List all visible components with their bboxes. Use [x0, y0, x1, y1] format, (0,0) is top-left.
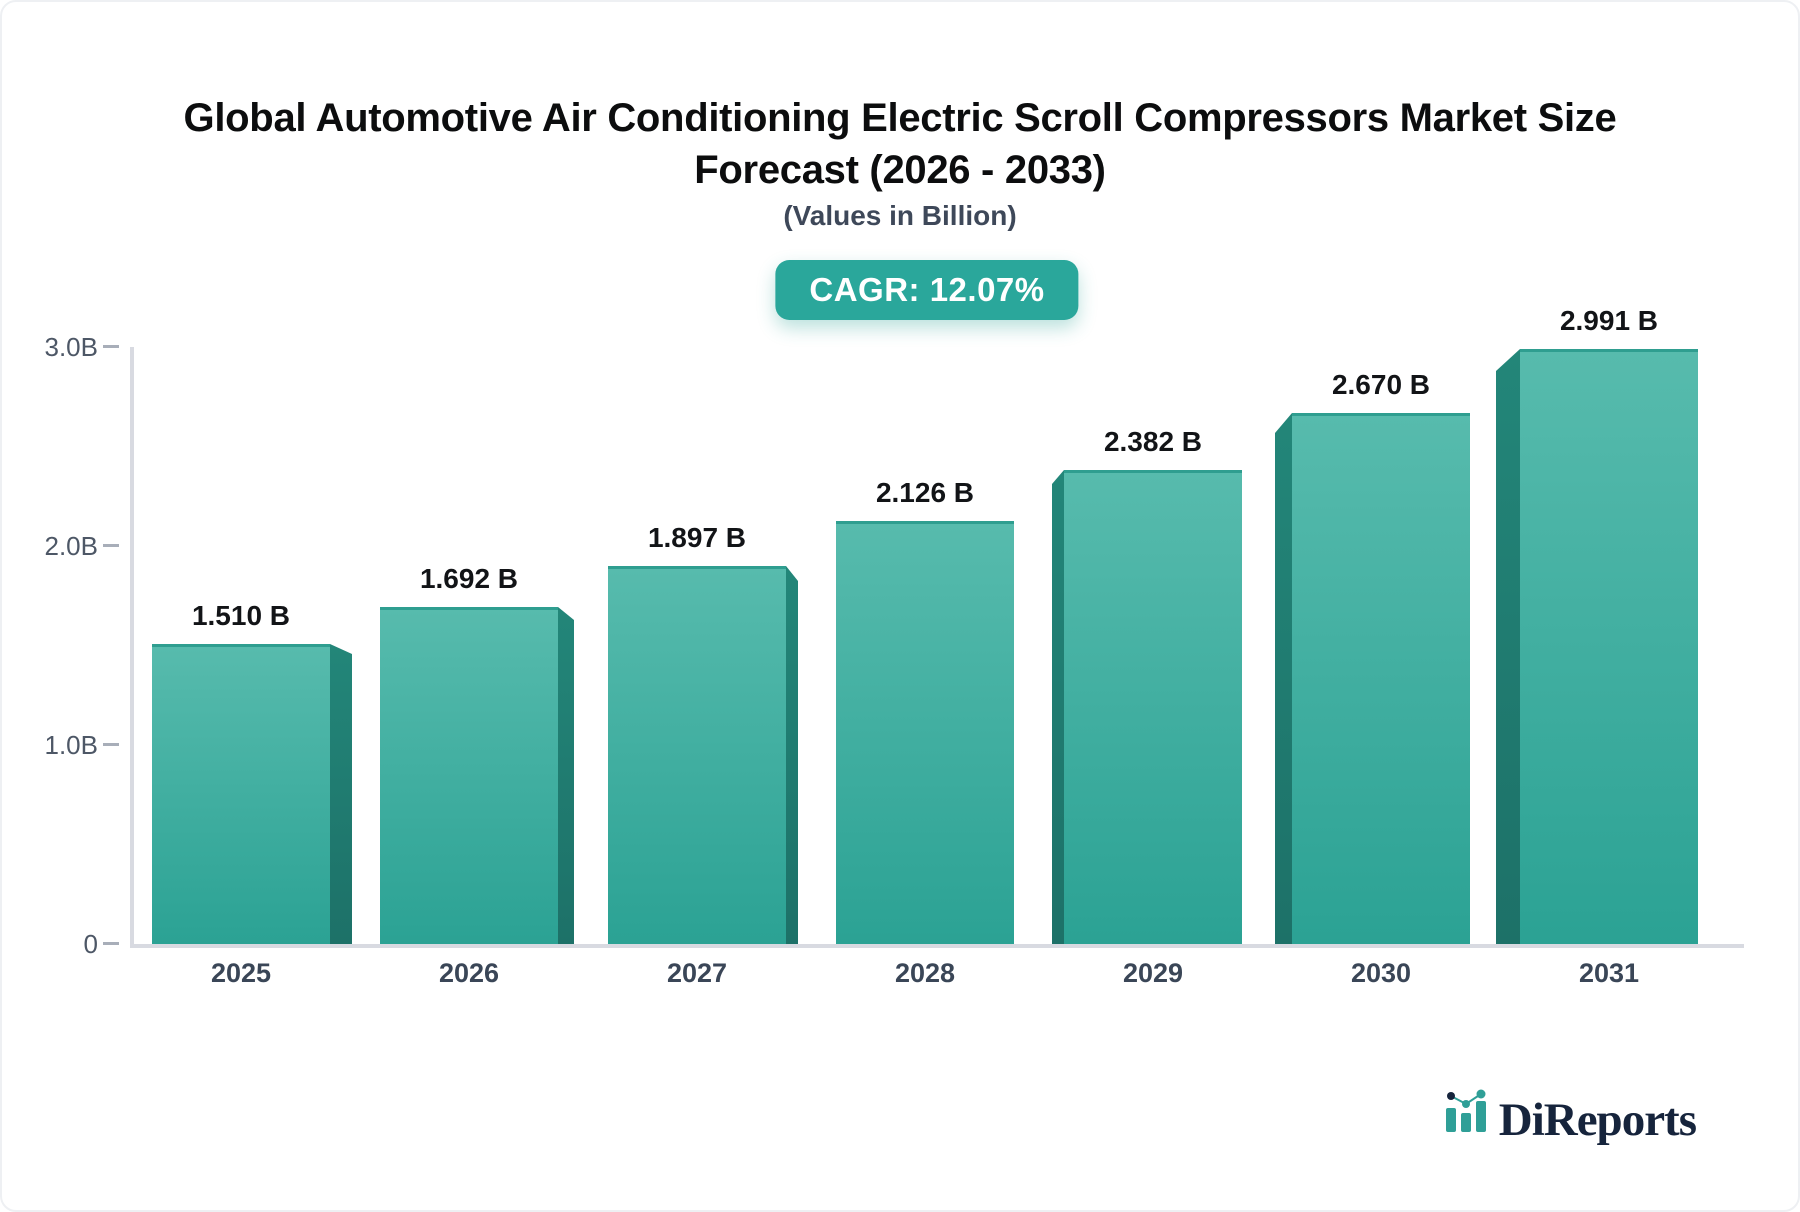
bar-value-label: 2.670 B — [1331, 369, 1431, 400]
page-subtitle: (Values in Billion) — [783, 200, 1017, 231]
page-title-line2: Forecast (2026 - 2033) — [694, 148, 1106, 192]
bar-side-face — [1052, 470, 1064, 944]
bar-2029[interactable] — [1064, 470, 1242, 944]
bar-side-face — [558, 607, 574, 944]
y-axis-label: 1.0B — [44, 730, 99, 760]
bar-value-label: 1.510 B — [191, 600, 291, 631]
y-axis-label: 0 — [83, 929, 98, 959]
x-axis-label-2031: 2031 — [1578, 958, 1640, 988]
bar-2030[interactable] — [1292, 413, 1470, 944]
mini-bar-line-chart-icon — [1445, 1089, 1486, 1132]
bar-value-label: 1.897 B — [647, 522, 747, 553]
bar-side-face — [786, 566, 798, 944]
bar-value-label: 1.692 B — [419, 563, 519, 594]
y-axis-label: 2.0B — [44, 531, 99, 561]
bar-value-label: 2.126 B — [875, 477, 975, 508]
bar-value-label: 2.991 B — [1559, 305, 1659, 336]
y-axis-tick — [103, 544, 119, 547]
x-axis-label-2028: 2028 — [894, 958, 956, 988]
bar-value-label: 2.382 B — [1103, 426, 1203, 457]
x-axis-label-2030: 2030 — [1350, 958, 1412, 988]
bar-2031[interactable] — [1520, 349, 1698, 944]
y-axis-tick — [103, 743, 119, 746]
cagr-badge: CAGR: 12.07% — [775, 260, 1079, 320]
bar-2025[interactable] — [152, 644, 330, 944]
y-axis-tick — [103, 345, 119, 348]
bar-2027[interactable] — [608, 566, 786, 944]
x-axis-line — [130, 944, 1744, 948]
bar-2028[interactable] — [836, 521, 1014, 944]
bar-side-face — [1496, 349, 1520, 944]
bar-2026[interactable] — [380, 607, 558, 944]
y-axis-tick — [103, 942, 119, 945]
brand-logo-text: DiReports — [1498, 1094, 1697, 1147]
x-axis-label-2025: 2025 — [210, 958, 272, 988]
brand-logo: DiReports — [1444, 1088, 1697, 1147]
x-axis-label-2029: 2029 — [1122, 958, 1184, 988]
bar-side-face — [330, 644, 352, 944]
x-axis-label-2026: 2026 — [438, 958, 500, 988]
x-axis-label-2027: 2027 — [666, 958, 728, 988]
page-title-line1: Global Automotive Air Conditioning Elect… — [183, 96, 1617, 140]
bar-side-face — [1275, 413, 1292, 944]
y-axis-label: 3.0B — [44, 332, 99, 362]
page-title: Global Automotive Air Conditioning Elect… — [2, 92, 1798, 196]
y-axis-line — [130, 347, 134, 948]
